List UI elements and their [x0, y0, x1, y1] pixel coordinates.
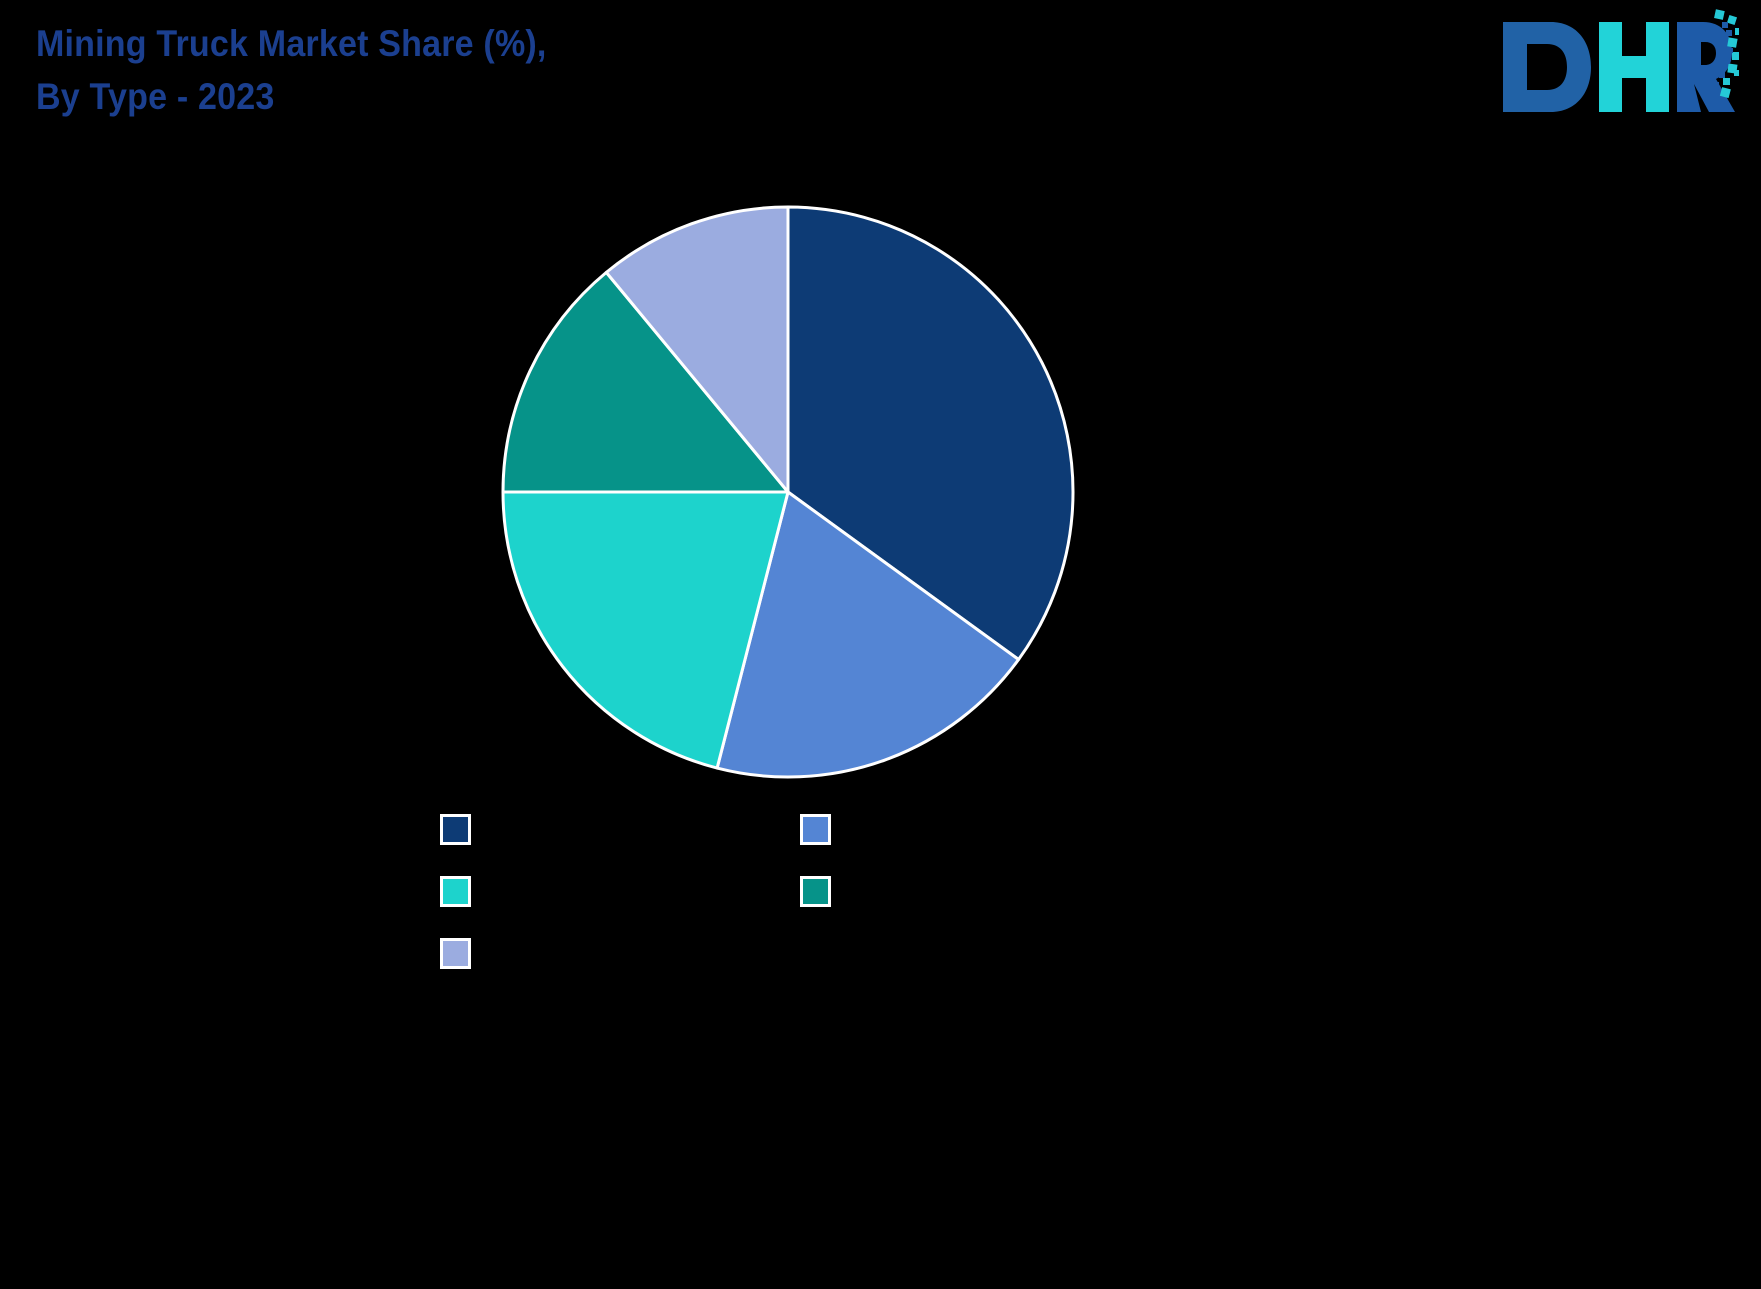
legend-item[interactable]: Haul Truck — [440, 874, 800, 907]
legend-swatch-icon — [440, 814, 471, 845]
logo-pixel-accent-dark-icon — [1713, 22, 1733, 88]
pie-slice-group — [501, 205, 1075, 779]
logo-letter-d-icon — [1503, 22, 1591, 112]
legend-item-label: Rigid Dump Truck — [485, 813, 636, 834]
dhr-logo-svg — [1503, 9, 1742, 112]
pie-slice[interactable] — [786, 205, 1075, 662]
chart-legend: Rigid Dump Truck Articulated Dump Truck Ha… — [440, 812, 1140, 998]
legend-item[interactable]: Water Truck — [800, 874, 1160, 907]
pie-slice[interactable] — [501, 490, 790, 770]
page-title: Mining Truck Market Share (%), By Type -… — [36, 23, 547, 117]
legend-item[interactable]: Rigid Dump Truck — [440, 812, 800, 845]
dhr-logo — [1499, 8, 1742, 126]
logo-letter-r-icon — [1677, 22, 1735, 112]
logo-letter-h-icon — [1599, 22, 1669, 112]
legend-item-label: Others — [485, 937, 543, 958]
pie-slice[interactable] — [604, 205, 790, 494]
legend-swatch-icon — [800, 814, 831, 845]
legend-item-label: Haul Truck — [485, 875, 576, 896]
legend-item[interactable]: Articulated Dump Truck — [800, 812, 1160, 845]
legend-swatch-icon — [440, 876, 471, 907]
legend-swatch-icon — [800, 876, 831, 907]
pie-slice[interactable] — [715, 490, 1021, 779]
legend-item[interactable]: Others — [440, 936, 800, 969]
pie-slice[interactable] — [501, 270, 790, 494]
legend-swatch-icon — [440, 938, 471, 969]
legend-item-label: Water Truck — [845, 875, 947, 896]
logo-pixel-accent-icon — [1714, 9, 1742, 99]
legend-item-label: Articulated Dump Truck — [845, 813, 1043, 834]
